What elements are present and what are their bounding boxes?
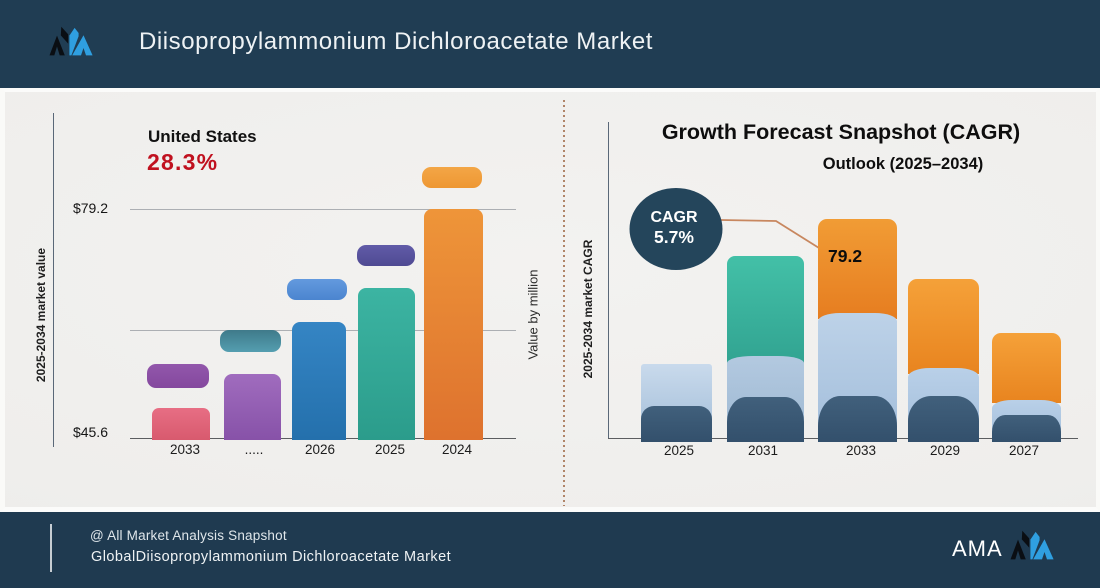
- svg-text:CAGR: CAGR: [650, 209, 698, 226]
- svg-text:5.7%: 5.7%: [654, 227, 694, 247]
